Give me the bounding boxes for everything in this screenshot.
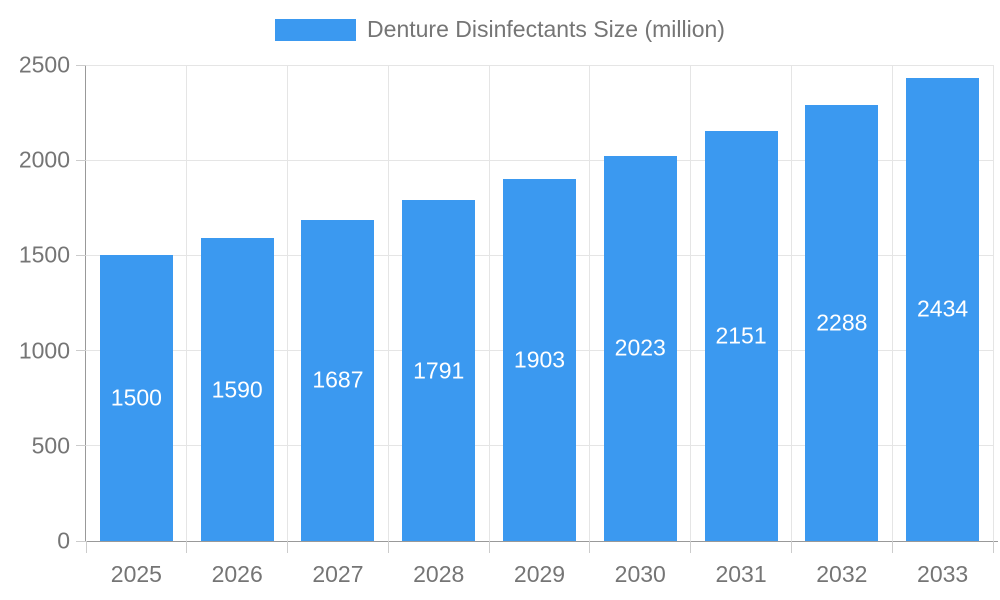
- y-axis-tick: [76, 159, 86, 161]
- legend-swatch-icon: [275, 18, 357, 41]
- legend: Denture Disinfectants Size (million): [0, 16, 1000, 43]
- y-axis-tick: [76, 350, 86, 352]
- v-gridline: [387, 65, 389, 541]
- v-gridline: [287, 65, 289, 541]
- x-axis-tick: [690, 541, 692, 553]
- x-axis-tick: [992, 541, 994, 553]
- bar-value-label: 1500: [110, 384, 162, 411]
- legend-item[interactable]: Denture Disinfectants Size (million): [275, 16, 725, 43]
- bar-2028[interactable]: 1791: [402, 200, 476, 541]
- v-gridline: [186, 65, 188, 541]
- x-axis-label: 2029: [513, 561, 566, 587]
- bar-2032[interactable]: 2288: [805, 105, 879, 541]
- bar-value-label: 1903: [513, 346, 566, 373]
- x-axis-label: 2032: [816, 561, 868, 587]
- v-gridline: [589, 65, 591, 541]
- y-axis-tick: [76, 64, 86, 66]
- y-axis-label: 2000: [18, 146, 70, 173]
- bar-value-label: 1791: [413, 357, 465, 383]
- x-axis-label: 2026: [211, 561, 263, 587]
- x-axis-label: 2030: [614, 561, 666, 587]
- x-axis-label: 2033: [917, 561, 969, 587]
- h-gridline: [86, 159, 993, 161]
- bar-value-label: 2288: [816, 309, 868, 336]
- bar-2029[interactable]: 1903: [503, 178, 576, 541]
- x-axis-tick: [387, 541, 389, 553]
- bar-2030[interactable]: 2023: [603, 155, 677, 541]
- bar-value-label: 2434: [917, 295, 969, 322]
- bar-value-label: 1687: [312, 366, 364, 393]
- x-axis-tick: [589, 541, 591, 553]
- bar-value-label: 2023: [614, 334, 666, 361]
- v-gridline: [891, 65, 893, 541]
- x-axis-tick: [85, 541, 87, 553]
- x-axis-tick: [790, 541, 792, 553]
- y-axis-label: 1500: [18, 241, 70, 268]
- bar-2031[interactable]: 2151: [704, 131, 778, 541]
- bar-2026[interactable]: 1590: [200, 238, 274, 541]
- y-axis-label: 2500: [18, 51, 70, 78]
- x-axis-tick: [488, 541, 490, 553]
- v-gridline: [488, 65, 490, 541]
- y-axis-tick: [76, 254, 86, 256]
- y-axis-line: [85, 65, 86, 541]
- v-gridline: [690, 65, 692, 541]
- y-axis-label: 0: [57, 527, 70, 554]
- legend-label: Denture Disinfectants Size (million): [367, 16, 725, 42]
- bar-2025[interactable]: 1500: [99, 255, 173, 541]
- bar-2027[interactable]: 1687: [301, 219, 375, 541]
- v-gridline: [790, 65, 792, 541]
- bar-value-label: 1590: [211, 376, 263, 403]
- x-axis-label: 2028: [413, 561, 465, 587]
- y-axis-tick: [76, 445, 86, 447]
- x-axis-label: 2027: [312, 561, 364, 587]
- y-axis-label: 1000: [18, 337, 70, 364]
- x-axis-label: 2031: [715, 561, 767, 587]
- y-axis-label: 500: [31, 432, 70, 459]
- plot-area: 0 500 1000 1500 2000 2500 1500 2025 1590 2026 1687…: [19, 52, 998, 587]
- x-axis-label: 2025: [110, 561, 162, 587]
- y-axis-tick: [76, 540, 86, 542]
- x-axis-tick: [186, 541, 188, 553]
- h-gridline: [86, 64, 993, 66]
- v-gridline: [992, 65, 994, 541]
- bar-value-label: 2151: [715, 322, 767, 349]
- x-axis-tick: [891, 541, 893, 553]
- bar-2033[interactable]: 2434: [906, 77, 980, 541]
- x-axis-tick: [287, 541, 289, 553]
- x-axis-line: [85, 541, 998, 542]
